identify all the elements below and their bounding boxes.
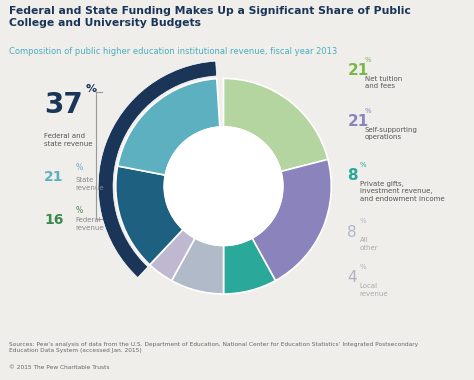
Text: State
revenue: State revenue bbox=[75, 176, 104, 190]
Text: %: % bbox=[86, 84, 97, 94]
Wedge shape bbox=[252, 159, 331, 281]
Wedge shape bbox=[98, 61, 217, 277]
Wedge shape bbox=[224, 78, 328, 171]
Text: All
other: All other bbox=[360, 238, 378, 251]
Circle shape bbox=[164, 127, 283, 245]
Text: %: % bbox=[365, 108, 372, 114]
Text: 4: 4 bbox=[347, 270, 357, 285]
Text: %: % bbox=[360, 218, 366, 224]
Text: Self-supporting
operations: Self-supporting operations bbox=[365, 127, 418, 141]
Text: Federal and
state revenue: Federal and state revenue bbox=[45, 133, 93, 147]
Text: %: % bbox=[75, 206, 82, 215]
Text: 37: 37 bbox=[45, 91, 83, 119]
Text: Local
revenue: Local revenue bbox=[360, 283, 388, 297]
Text: 21: 21 bbox=[347, 63, 369, 78]
Text: 8: 8 bbox=[347, 168, 358, 183]
Text: Net tuition
and fees: Net tuition and fees bbox=[365, 76, 402, 89]
Text: %: % bbox=[360, 264, 366, 270]
Text: © 2015 The Pew Charitable Trusts: © 2015 The Pew Charitable Trusts bbox=[9, 365, 110, 370]
Text: 16: 16 bbox=[45, 213, 64, 227]
Text: 21: 21 bbox=[45, 170, 64, 184]
Text: Composition of public higher education institutional revenue, fiscal year 2013: Composition of public higher education i… bbox=[9, 48, 338, 57]
Text: %: % bbox=[360, 162, 366, 168]
Wedge shape bbox=[224, 238, 275, 294]
Text: 21: 21 bbox=[347, 114, 369, 129]
Text: Private gifts,
investment revenue,
and endowment income: Private gifts, investment revenue, and e… bbox=[360, 181, 444, 202]
Text: %: % bbox=[75, 163, 82, 172]
Text: 8: 8 bbox=[347, 225, 357, 239]
Wedge shape bbox=[116, 166, 183, 265]
Text: %: % bbox=[365, 57, 372, 63]
Text: Sources: Pew’s analysis of data from the U.S. Department of Education, National : Sources: Pew’s analysis of data from the… bbox=[9, 342, 419, 353]
Wedge shape bbox=[172, 238, 224, 294]
Wedge shape bbox=[150, 230, 195, 281]
Text: Federal
revenue: Federal revenue bbox=[75, 217, 104, 231]
Text: Federal and State Funding Makes Up a Significant Share of Public
College and Uni: Federal and State Funding Makes Up a Sig… bbox=[9, 6, 411, 28]
Wedge shape bbox=[118, 79, 220, 175]
